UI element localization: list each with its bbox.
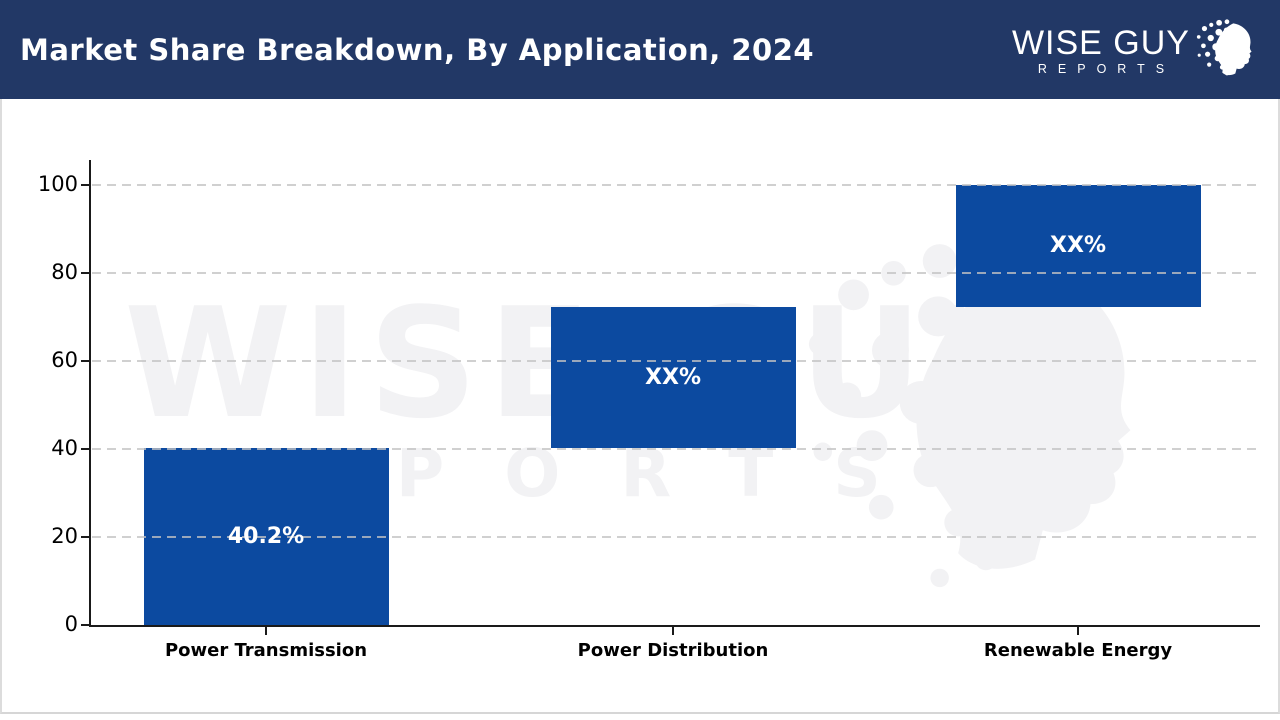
y-tick-mark bbox=[81, 184, 89, 186]
gridline-100 bbox=[92, 184, 1258, 186]
gridline-60 bbox=[92, 360, 1258, 362]
y-tick-mark bbox=[81, 272, 89, 274]
y-tick-label: 40 bbox=[51, 436, 78, 460]
y-tick-label: 20 bbox=[51, 524, 78, 548]
y-tick-mark bbox=[81, 536, 89, 538]
brand-logo: WISE GUY REPORTS bbox=[1012, 9, 1262, 91]
y-tick-label: 0 bbox=[64, 612, 78, 636]
plot-region: 40.2% XX% XX% 0 20 40 60 80 100 Power Transmissio… bbox=[2, 99, 1278, 712]
logo-subtitle-text: REPORTS bbox=[1037, 61, 1176, 76]
y-tick-mark bbox=[81, 624, 89, 626]
gridline-20 bbox=[92, 536, 1258, 538]
bar-value-label: 40.2% bbox=[227, 524, 305, 550]
x-tick-mark bbox=[672, 627, 674, 635]
y-tick-label: 60 bbox=[51, 348, 78, 372]
chart-title: Market Share Breakdown, By Application, … bbox=[20, 32, 815, 67]
logo-wordmark: WISE GUY REPORTS bbox=[1012, 25, 1190, 77]
chart-area: WISE GUY REPORTS 40.2% XX% XX% 0 20 40 60 80 100… bbox=[0, 99, 1280, 714]
x-axis-line bbox=[89, 625, 1260, 627]
x-tick-mark bbox=[1077, 627, 1079, 635]
y-axis-line bbox=[89, 160, 91, 627]
logo-name-text: WISE GUY bbox=[1011, 23, 1190, 62]
y-tick-mark bbox=[81, 448, 89, 450]
y-tick-mark bbox=[81, 360, 89, 362]
bar-1 bbox=[550, 306, 796, 449]
bar-value-label: XX% bbox=[1050, 233, 1106, 259]
gridline-80 bbox=[92, 272, 1258, 274]
gridline-40 bbox=[92, 448, 1258, 450]
x-category-label: Renewable Energy bbox=[983, 640, 1173, 661]
x-category-label: Power Distribution bbox=[577, 640, 769, 661]
logo-face-icon bbox=[1196, 18, 1252, 75]
x-category-label: Power Transmission bbox=[164, 640, 368, 661]
bar-value-label: XX% bbox=[645, 364, 701, 390]
header-bar: Market Share Breakdown, By Application, … bbox=[0, 0, 1280, 99]
x-tick-mark bbox=[265, 627, 267, 635]
y-tick-label: 100 bbox=[37, 172, 78, 196]
y-tick-label: 80 bbox=[51, 260, 78, 284]
